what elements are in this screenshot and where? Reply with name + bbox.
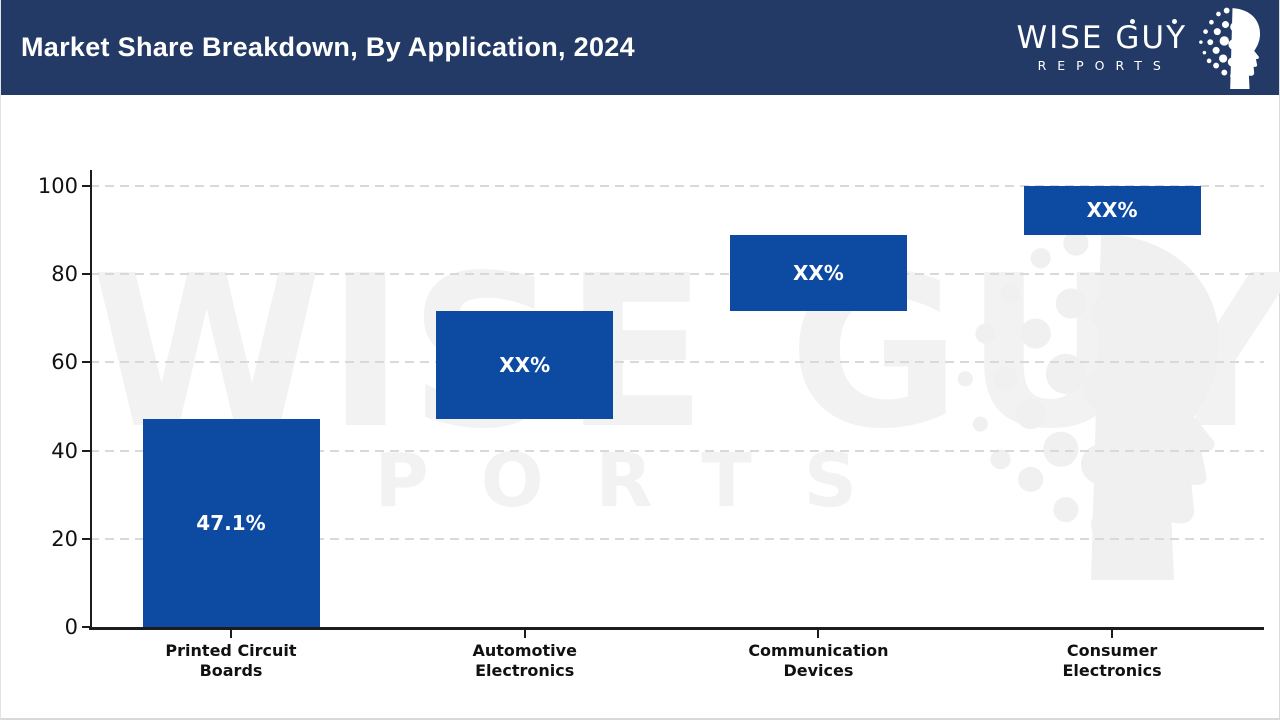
bar-value-label: 47.1% (196, 511, 266, 536)
y-tick-label: 40 (51, 438, 78, 463)
category-label-line: Electronics (475, 661, 575, 680)
category-label: Automotive Electronics (395, 641, 655, 681)
x-axis-line (89, 627, 1264, 630)
category-label: Consumer Electronics (982, 641, 1242, 681)
category-label-line: Boards (199, 661, 263, 680)
header-band: Market Share Breakdown, By Application, … (1, 0, 1279, 95)
x-tick-mark (523, 630, 526, 638)
logo-sub-text: REPORTS (1037, 57, 1172, 73)
category-label-line: Electronics (1062, 661, 1162, 680)
wise-guy-logo: WISE GUY REPORTS (1016, 7, 1279, 89)
bar-value-label: XX% (1086, 198, 1138, 223)
page-title: Market Share Breakdown, By Application, … (21, 32, 635, 62)
y-tick-label: 80 (51, 262, 78, 287)
bar-segment: 47.1% (142, 419, 320, 627)
y-tick-mark (82, 184, 90, 187)
logo-text: WISE GUY REPORTS (1016, 18, 1187, 73)
y-tick-mark (82, 626, 90, 628)
category-label-line: Devices (783, 661, 854, 680)
bar-segment: XX% (729, 234, 907, 312)
gridline (90, 184, 1264, 187)
bar-value-label: XX% (792, 260, 844, 285)
bar-segment: XX% (436, 311, 614, 420)
logo-dot-icon (1130, 18, 1135, 24)
x-tick-mark (1111, 630, 1114, 638)
category-label: Communication Devices (688, 641, 948, 681)
gridline (90, 273, 1264, 276)
y-axis-line (90, 170, 92, 630)
y-tick-mark (82, 537, 90, 540)
y-tick-mark (82, 273, 90, 276)
bar-value-label: XX% (499, 353, 551, 378)
watermark-face-icon (957, 230, 1220, 580)
y-tick-label: 100 (37, 173, 78, 198)
bar-segment: XX% (1023, 185, 1201, 235)
logo-name-text: WISE GUY (1016, 19, 1187, 56)
category-label-line: Printed Circuit (165, 641, 297, 660)
y-tick-mark (82, 449, 90, 452)
x-tick-mark (817, 630, 820, 638)
gridline (90, 361, 1264, 364)
x-tick-mark (230, 630, 232, 638)
y-tick-label: 60 (51, 350, 78, 375)
logo-dot-icon (1172, 18, 1177, 24)
category-label-line: Consumer (1066, 641, 1158, 660)
gridline (90, 537, 1264, 540)
face-profile-icon (1199, 7, 1261, 89)
category-label-line: Communication (748, 641, 889, 660)
category-label-line: Automotive (472, 641, 577, 660)
gridline (90, 449, 1264, 452)
waterfall-chart: 0 20 40 60 80 100 47.1% Printed Circuit Boards XX… (1, 95, 1279, 718)
y-tick-mark (82, 361, 90, 364)
y-tick-label: 0 (64, 615, 78, 639)
category-label: Printed Circuit Boards (101, 641, 361, 681)
y-tick-label: 20 (51, 526, 78, 551)
